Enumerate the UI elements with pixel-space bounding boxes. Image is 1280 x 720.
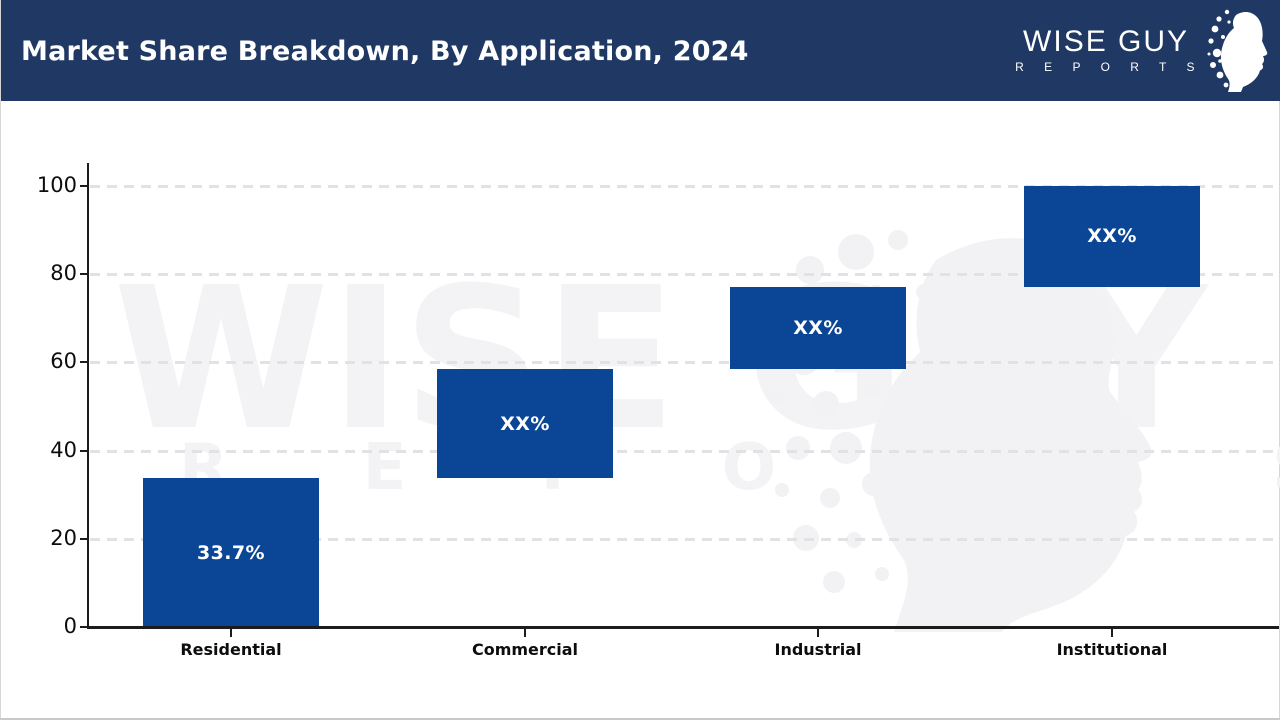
logo-subtitle: R E P O R T S xyxy=(1015,59,1203,74)
x-category-label: Residential xyxy=(180,640,282,659)
bar-value-label: XX% xyxy=(500,412,550,435)
gridline-40 xyxy=(90,449,1279,453)
y-axis-tick-label: 60 xyxy=(50,349,77,374)
x-category-label: Industrial xyxy=(774,640,862,659)
y-axis-tick xyxy=(80,273,88,276)
logo-text: WISE GUY R E P O R T S xyxy=(1009,26,1203,74)
x-category-label: Commercial xyxy=(471,640,579,659)
y-axis-tick-label: 0 xyxy=(63,614,77,638)
bar-institutional: XX% xyxy=(1024,186,1200,287)
bar-value-label: 33.7% xyxy=(197,541,265,564)
y-axis-line xyxy=(87,163,89,629)
logo-head-icon xyxy=(1207,9,1268,92)
gridline-20 xyxy=(90,537,1279,541)
header-bar: Market Share Breakdown, By Application, … xyxy=(1,0,1280,101)
x-axis-tick xyxy=(1111,629,1113,637)
page-title: Market Share Breakdown, By Application, … xyxy=(21,36,749,67)
bar-value-label: XX% xyxy=(1087,225,1137,248)
gridline-80 xyxy=(90,273,1279,277)
x-axis-tick xyxy=(817,629,819,637)
y-axis-tick-label: 100 xyxy=(36,173,77,197)
bar-value-label: XX% xyxy=(793,317,843,339)
logo-wordmark: WISE GUY xyxy=(1023,25,1190,59)
y-axis-tick xyxy=(80,537,88,540)
bar-industrial: XX% xyxy=(730,286,906,370)
x-category-label: Institutional xyxy=(1056,640,1168,659)
wise-guy-reports-logo: WISE GUY R E P O R T S xyxy=(1009,8,1269,92)
y-axis-tick xyxy=(80,449,88,452)
y-axis-tick-label: 80 xyxy=(50,261,77,286)
y-axis-tick xyxy=(80,626,88,628)
x-axis-line xyxy=(87,626,1279,629)
gridline-60 xyxy=(90,361,1279,365)
bar-commercial: XX% xyxy=(437,369,613,479)
y-axis-tick-label: 40 xyxy=(50,437,77,462)
bar-residential: 33.7% xyxy=(143,478,319,627)
x-axis-tick xyxy=(230,629,232,637)
gridline-100 xyxy=(90,185,1279,188)
y-axis-tick xyxy=(80,185,88,187)
y-axis-tick xyxy=(80,361,88,364)
y-axis-tick-label: 20 xyxy=(50,525,77,550)
x-axis-tick xyxy=(524,629,526,637)
